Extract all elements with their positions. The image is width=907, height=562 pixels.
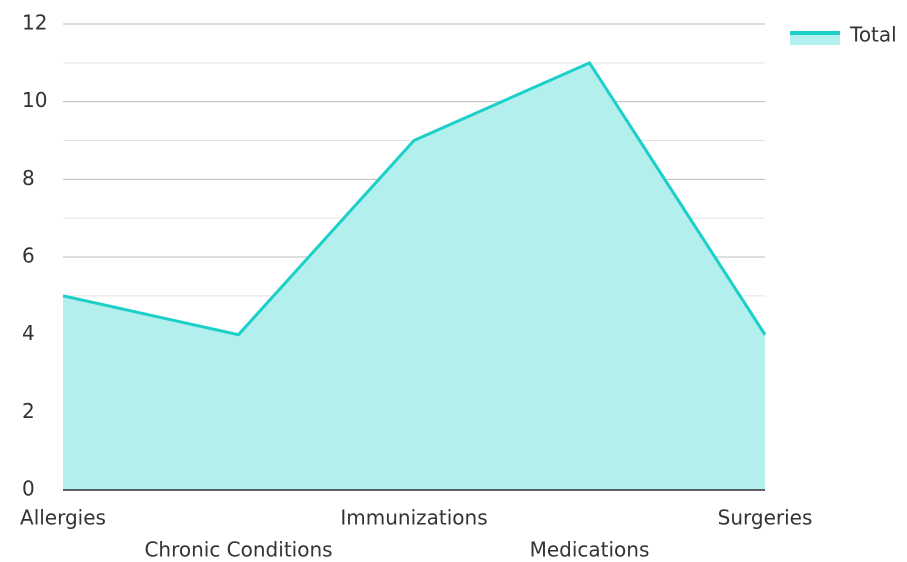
y-tick-label: 4 — [22, 321, 35, 345]
x-tick-label: Chronic Conditions — [144, 538, 332, 562]
area — [63, 62, 765, 490]
line — [62, 60, 767, 337]
x-tick-label: Medications — [530, 538, 650, 562]
y-tick-label: 2 — [22, 399, 35, 423]
x-tick-label: Surgeries — [718, 506, 813, 530]
y-tick-label: 12 — [22, 11, 47, 35]
y-tick-label: 0 — [22, 477, 35, 501]
y-tick-label: 10 — [22, 88, 47, 112]
legend-label: Total — [849, 23, 897, 47]
x-tick-label: Allergies — [20, 506, 106, 530]
x-tick-label: Immunizations — [340, 506, 487, 530]
y-tick-label: 8 — [22, 166, 35, 190]
y-tick-label: 6 — [22, 244, 35, 268]
